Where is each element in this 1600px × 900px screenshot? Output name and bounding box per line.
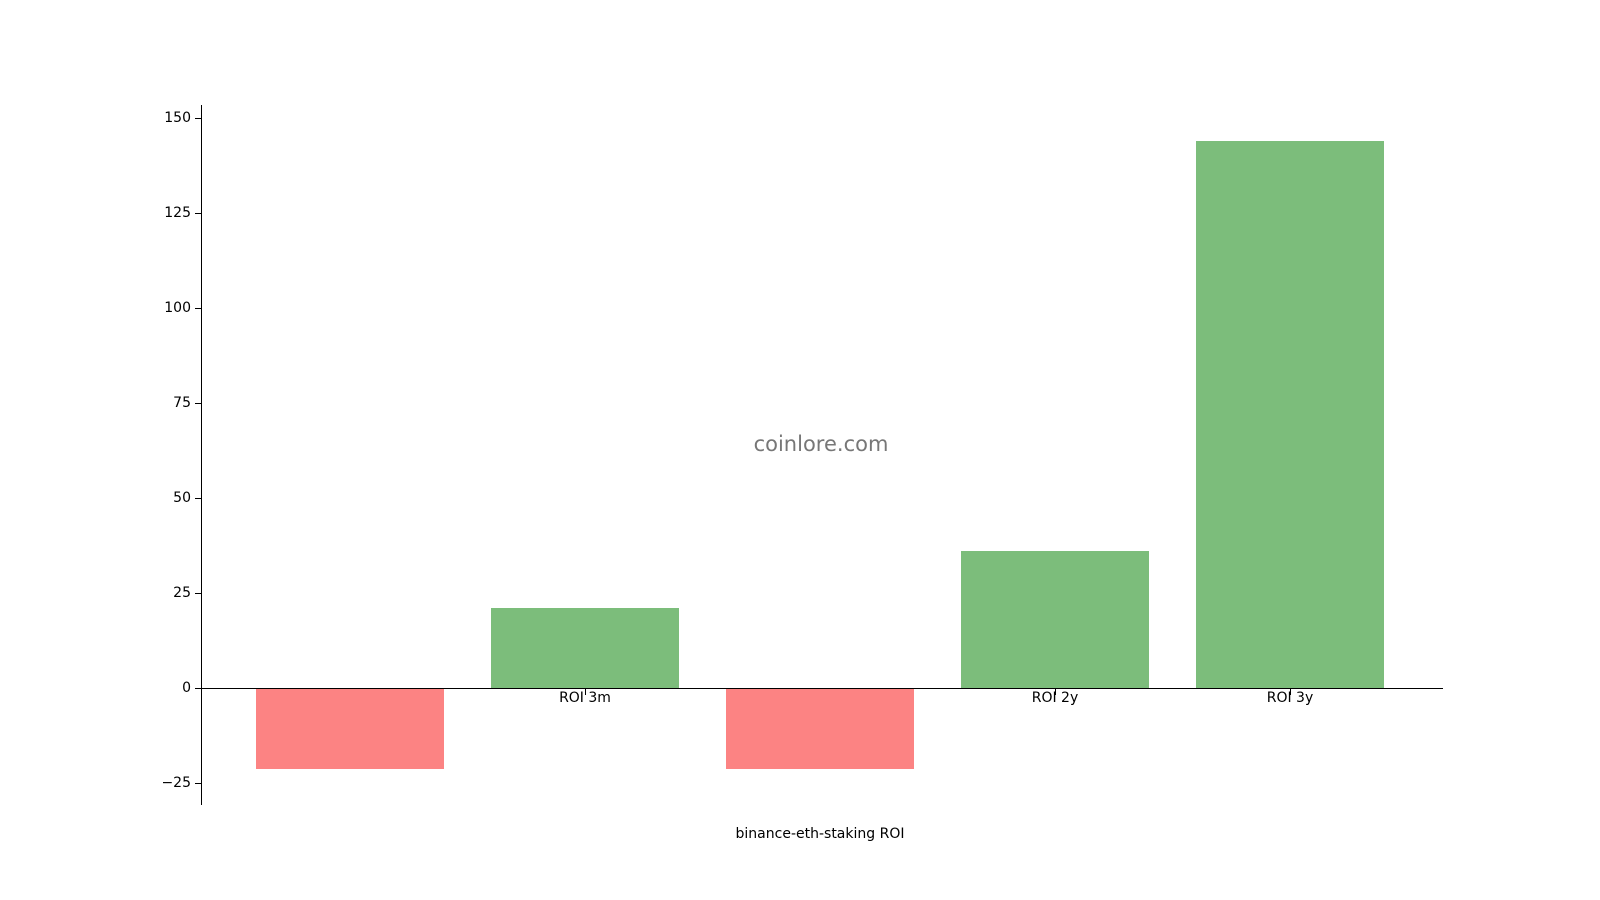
x-tick-label: ROI 3m — [559, 690, 611, 706]
x-tick-mark — [585, 689, 586, 695]
x-tick-mark — [1290, 689, 1291, 695]
watermark-text: coinlore.com — [753, 432, 889, 456]
y-tick-mark — [195, 593, 201, 594]
y-tick-mark — [195, 308, 201, 309]
y-tick-label: 0 — [182, 680, 191, 696]
x-tick-label: ROI 3y — [1266, 690, 1314, 706]
y-tick-mark — [195, 118, 201, 119]
y-tick-label: 100 — [164, 300, 191, 316]
x-axis-line — [201, 688, 1443, 689]
y-tick-label: 125 — [164, 205, 191, 221]
x-tick-mark — [1055, 689, 1056, 695]
bar-negative-1 — [256, 689, 444, 769]
y-tick-label: −25 — [161, 775, 191, 791]
y-tick-label: 150 — [164, 110, 191, 126]
bar-roi-2y — [961, 551, 1149, 688]
y-tick-label: 25 — [173, 585, 191, 601]
y-tick-mark — [195, 783, 201, 784]
y-axis-line — [201, 105, 202, 805]
x-tick-label: ROI 2y — [1031, 690, 1079, 706]
y-tick-mark — [195, 688, 201, 689]
bar-negative-3 — [726, 689, 914, 769]
y-tick-label: 75 — [173, 395, 191, 411]
bar-roi-3m — [491, 608, 679, 688]
y-tick-mark — [195, 403, 201, 404]
y-tick-label: 50 — [173, 490, 191, 506]
chart-title: binance-eth-staking ROI — [735, 826, 905, 842]
y-tick-mark — [195, 498, 201, 499]
bar-roi-3y — [1196, 140, 1384, 688]
y-tick-mark — [195, 213, 201, 214]
